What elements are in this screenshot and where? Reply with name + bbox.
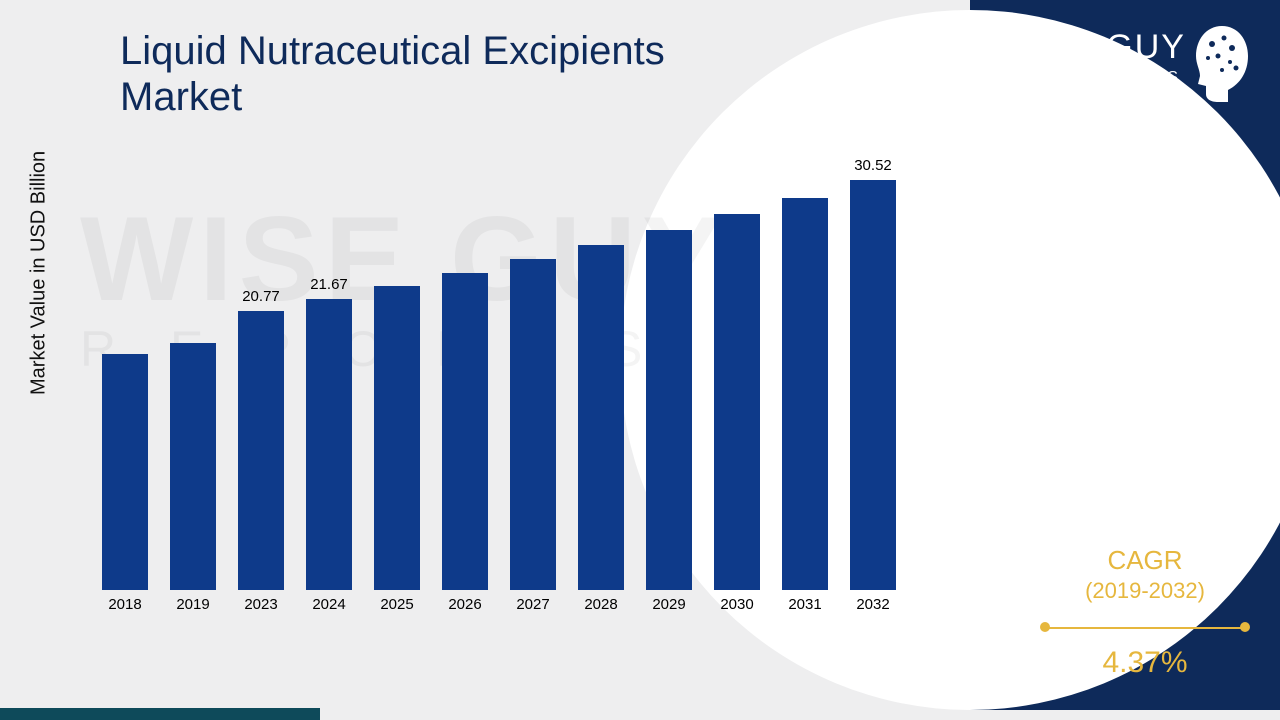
y-axis-label: Market Value in USD Billion [28, 151, 51, 395]
x-tick-label: 2018 [108, 596, 141, 613]
cagr-years: (2019-2032) [1010, 578, 1280, 604]
cagr-divider [1045, 620, 1245, 634]
x-tick-label: 2030 [720, 596, 753, 613]
x-tick-label: 2019 [176, 596, 209, 613]
x-tick-label: 2032 [856, 596, 889, 613]
bar [238, 311, 284, 590]
chart-title: Liquid Nutraceutical Excipients Market [120, 28, 740, 120]
x-tick-label: 2025 [380, 596, 413, 613]
bar [850, 180, 896, 590]
bar-value-label: 21.67 [289, 276, 369, 293]
cagr-value: 4.37% [1010, 646, 1280, 680]
bar [578, 245, 624, 590]
logo-main-text: WISE GUY [979, 28, 1186, 67]
plot-area: 20.7721.6730.52 [95, 160, 945, 590]
bar [510, 259, 556, 590]
x-tick-label: 2028 [584, 596, 617, 613]
x-tick-label: 2023 [244, 596, 277, 613]
head-icon [1192, 24, 1252, 104]
bottom-accent-bar [0, 708, 320, 720]
bar [102, 354, 148, 591]
cagr-title: CAGR [1010, 545, 1280, 576]
x-tick-label: 2029 [652, 596, 685, 613]
bar-value-label: 30.52 [833, 157, 913, 174]
bar [646, 230, 692, 590]
bar [782, 198, 828, 590]
bar [442, 273, 488, 590]
stage: WISE GUY R E P O R T S Liquid Nutraceuti… [0, 0, 1280, 720]
cagr-block: CAGR (2019-2032) 4.37% [1010, 545, 1280, 680]
bar [374, 286, 420, 590]
bar [306, 299, 352, 590]
bar-chart: Market Value in USD Billion 20.7721.6730… [45, 160, 945, 630]
x-tick-label: 2031 [788, 596, 821, 613]
x-tick-label: 2026 [448, 596, 481, 613]
brand-logo: WISE GUY R E P O R T S [979, 28, 1252, 87]
x-axis: 2018 2019 2023 2024 2025 2026 2027 2028 2029 2030… [95, 590, 945, 630]
bar [714, 214, 760, 590]
x-tick-label: 2024 [312, 596, 345, 613]
logo-sub-text: R E P O R T S [979, 69, 1186, 87]
x-tick-label: 2027 [516, 596, 549, 613]
bar [170, 343, 216, 590]
